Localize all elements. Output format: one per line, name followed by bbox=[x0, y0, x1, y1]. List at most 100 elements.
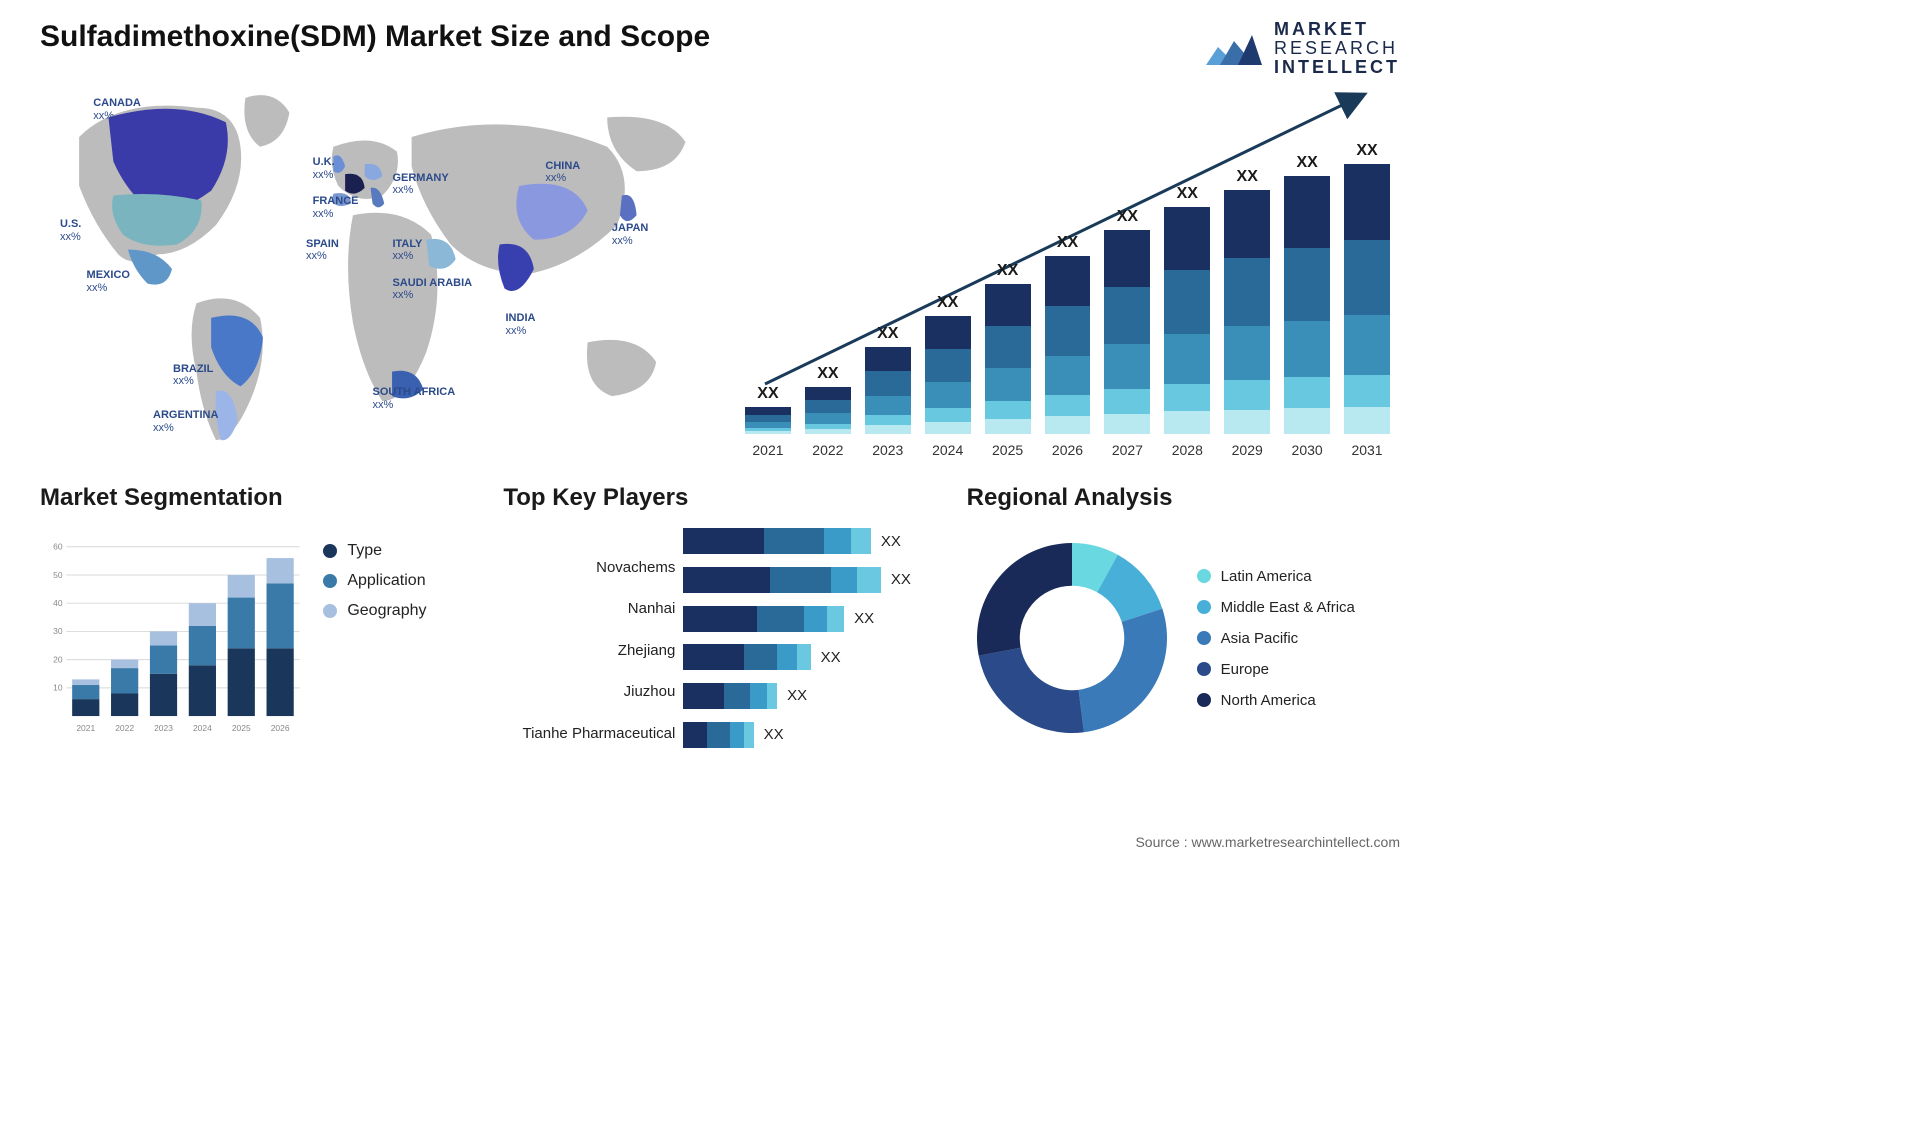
legend-item: Europe bbox=[1197, 661, 1355, 678]
key-player-value: XX bbox=[881, 533, 901, 550]
map-country-label: JAPANxx% bbox=[612, 222, 648, 247]
map-country-label: U.S.xx% bbox=[60, 218, 81, 243]
forecast-bar-value: XX bbox=[937, 294, 958, 312]
map-country-label: FRANCExx% bbox=[313, 195, 359, 220]
svg-text:2023: 2023 bbox=[154, 723, 173, 733]
forecast-bar-value: XX bbox=[1296, 154, 1317, 172]
legend-label: Latin America bbox=[1221, 568, 1312, 585]
map-country-label: SAUDI ARABIAxx% bbox=[392, 277, 472, 302]
forecast-year-label: 2022 bbox=[812, 442, 843, 458]
legend-swatch-icon bbox=[1197, 600, 1211, 614]
segmentation-legend: Type Application Geography bbox=[323, 522, 473, 754]
map-country-label: CHINAxx% bbox=[545, 160, 580, 185]
forecast-year-label: 2027 bbox=[1112, 442, 1143, 458]
map-country-label: CANADAxx% bbox=[93, 97, 141, 122]
key-player-label: Tianhe Pharmaceutical bbox=[503, 725, 675, 742]
map-country-label: ARGENTINAxx% bbox=[153, 409, 218, 434]
legend-item: Geography bbox=[323, 602, 473, 620]
key-players-title: Top Key Players bbox=[503, 484, 936, 512]
key-player-label: Nanhai bbox=[503, 600, 675, 617]
map-country-label: MEXICOxx% bbox=[87, 269, 130, 294]
svg-text:10: 10 bbox=[53, 683, 63, 693]
legend-label: Type bbox=[347, 542, 382, 560]
key-player-label: Novachems bbox=[503, 559, 675, 576]
world-map: CANADAxx% U.S.xx% MEXICOxx% BRAZILxx% ARGENT… bbox=[40, 74, 705, 464]
forecast-year-label: 2023 bbox=[872, 442, 903, 458]
forecast-chart: XX2021XX2022XX2023XX2024XX2025XX2026XX20… bbox=[735, 74, 1400, 464]
map-country-label: INDIAxx% bbox=[506, 312, 536, 337]
key-player-label: Jiuzhou bbox=[503, 683, 675, 700]
key-player-value: XX bbox=[821, 649, 841, 666]
forecast-year-label: 2031 bbox=[1351, 442, 1382, 458]
regional-title: Regional Analysis bbox=[967, 484, 1400, 512]
legend-swatch-icon bbox=[1197, 569, 1211, 583]
forecast-year-label: 2021 bbox=[752, 442, 783, 458]
forecast-bar: XX2026 bbox=[1045, 234, 1091, 434]
segmentation-chart: 102030405060202120222023202420252026 bbox=[40, 522, 303, 754]
forecast-year-label: 2025 bbox=[992, 442, 1023, 458]
forecast-bar: XX2030 bbox=[1284, 154, 1330, 434]
svg-text:2024: 2024 bbox=[193, 723, 212, 733]
legend-label: Middle East & Africa bbox=[1221, 599, 1355, 616]
legend-item: Middle East & Africa bbox=[1197, 599, 1355, 616]
regional-legend: Latin America Middle East & Africa Asia Pa… bbox=[1197, 568, 1355, 709]
map-country-label: SOUTH AFRICAxx% bbox=[373, 386, 456, 411]
svg-text:50: 50 bbox=[53, 570, 63, 580]
svg-text:2026: 2026 bbox=[271, 723, 290, 733]
forecast-bar: XX2021 bbox=[745, 385, 791, 434]
forecast-year-label: 2030 bbox=[1292, 442, 1323, 458]
forecast-year-label: 2028 bbox=[1172, 442, 1203, 458]
forecast-bar: XX2027 bbox=[1104, 208, 1150, 434]
legend-item: Application bbox=[323, 572, 473, 590]
forecast-bar: XX2029 bbox=[1224, 168, 1270, 434]
svg-text:2021: 2021 bbox=[76, 723, 95, 733]
forecast-year-label: 2029 bbox=[1232, 442, 1263, 458]
legend-item: North America bbox=[1197, 692, 1355, 709]
key-player-row: XX bbox=[683, 567, 936, 593]
legend-label: North America bbox=[1221, 692, 1316, 709]
svg-text:30: 30 bbox=[53, 626, 63, 636]
regional-donut bbox=[967, 533, 1177, 743]
forecast-bar: XX2028 bbox=[1164, 185, 1210, 434]
legend-item: Type bbox=[323, 542, 473, 560]
key-player-value: XX bbox=[854, 610, 874, 627]
key-player-row: XX bbox=[683, 722, 936, 748]
svg-text:2025: 2025 bbox=[232, 723, 251, 733]
map-country-label: BRAZILxx% bbox=[173, 363, 213, 388]
forecast-bar-value: XX bbox=[817, 365, 838, 383]
legend-swatch-icon bbox=[1197, 662, 1211, 676]
legend-item: Asia Pacific bbox=[1197, 630, 1355, 647]
forecast-bar-value: XX bbox=[997, 262, 1018, 280]
svg-text:40: 40 bbox=[53, 598, 63, 608]
forecast-bar-value: XX bbox=[757, 385, 778, 403]
map-country-label: GERMANYxx% bbox=[392, 172, 448, 197]
legend-swatch-icon bbox=[1197, 693, 1211, 707]
forecast-bar-value: XX bbox=[1057, 234, 1078, 252]
legend-label: Asia Pacific bbox=[1221, 630, 1299, 647]
legend-swatch-icon bbox=[323, 604, 337, 618]
key-player-row: XX bbox=[683, 683, 936, 709]
key-player-value: XX bbox=[764, 726, 784, 743]
forecast-bar-value: XX bbox=[877, 325, 898, 343]
segmentation-title: Market Segmentation bbox=[40, 484, 473, 512]
key-player-value: XX bbox=[787, 687, 807, 704]
forecast-bar: XX2025 bbox=[985, 262, 1031, 434]
key-players-panel: Top Key Players Novachems Nanhai Zhejiang J… bbox=[503, 484, 936, 754]
key-players-labels: Novachems Nanhai Zhejiang Jiuzhou Tianhe Pha… bbox=[503, 522, 683, 754]
page-title: Sulfadimethoxine(SDM) Market Size and Sc… bbox=[40, 20, 1400, 54]
key-players-bars: XX XX XX XX XX XX bbox=[683, 522, 936, 754]
map-country-label: SPAINxx% bbox=[306, 238, 339, 263]
source-attribution: Source : www.marketresearchintellect.com bbox=[1135, 834, 1400, 850]
legend-swatch-icon bbox=[323, 574, 337, 588]
forecast-bar-value: XX bbox=[1177, 185, 1198, 203]
legend-item: Latin America bbox=[1197, 568, 1355, 585]
legend-label: Application bbox=[347, 572, 425, 590]
key-player-row: XX bbox=[683, 644, 936, 670]
map-country-label: U.K.xx% bbox=[313, 156, 335, 181]
forecast-bar: XX2031 bbox=[1344, 142, 1390, 434]
key-player-label: Zhejiang bbox=[503, 642, 675, 659]
svg-text:20: 20 bbox=[53, 654, 63, 664]
svg-text:60: 60 bbox=[53, 542, 63, 552]
legend-swatch-icon bbox=[1197, 631, 1211, 645]
logo-text-2: RESEARCH bbox=[1274, 39, 1400, 58]
